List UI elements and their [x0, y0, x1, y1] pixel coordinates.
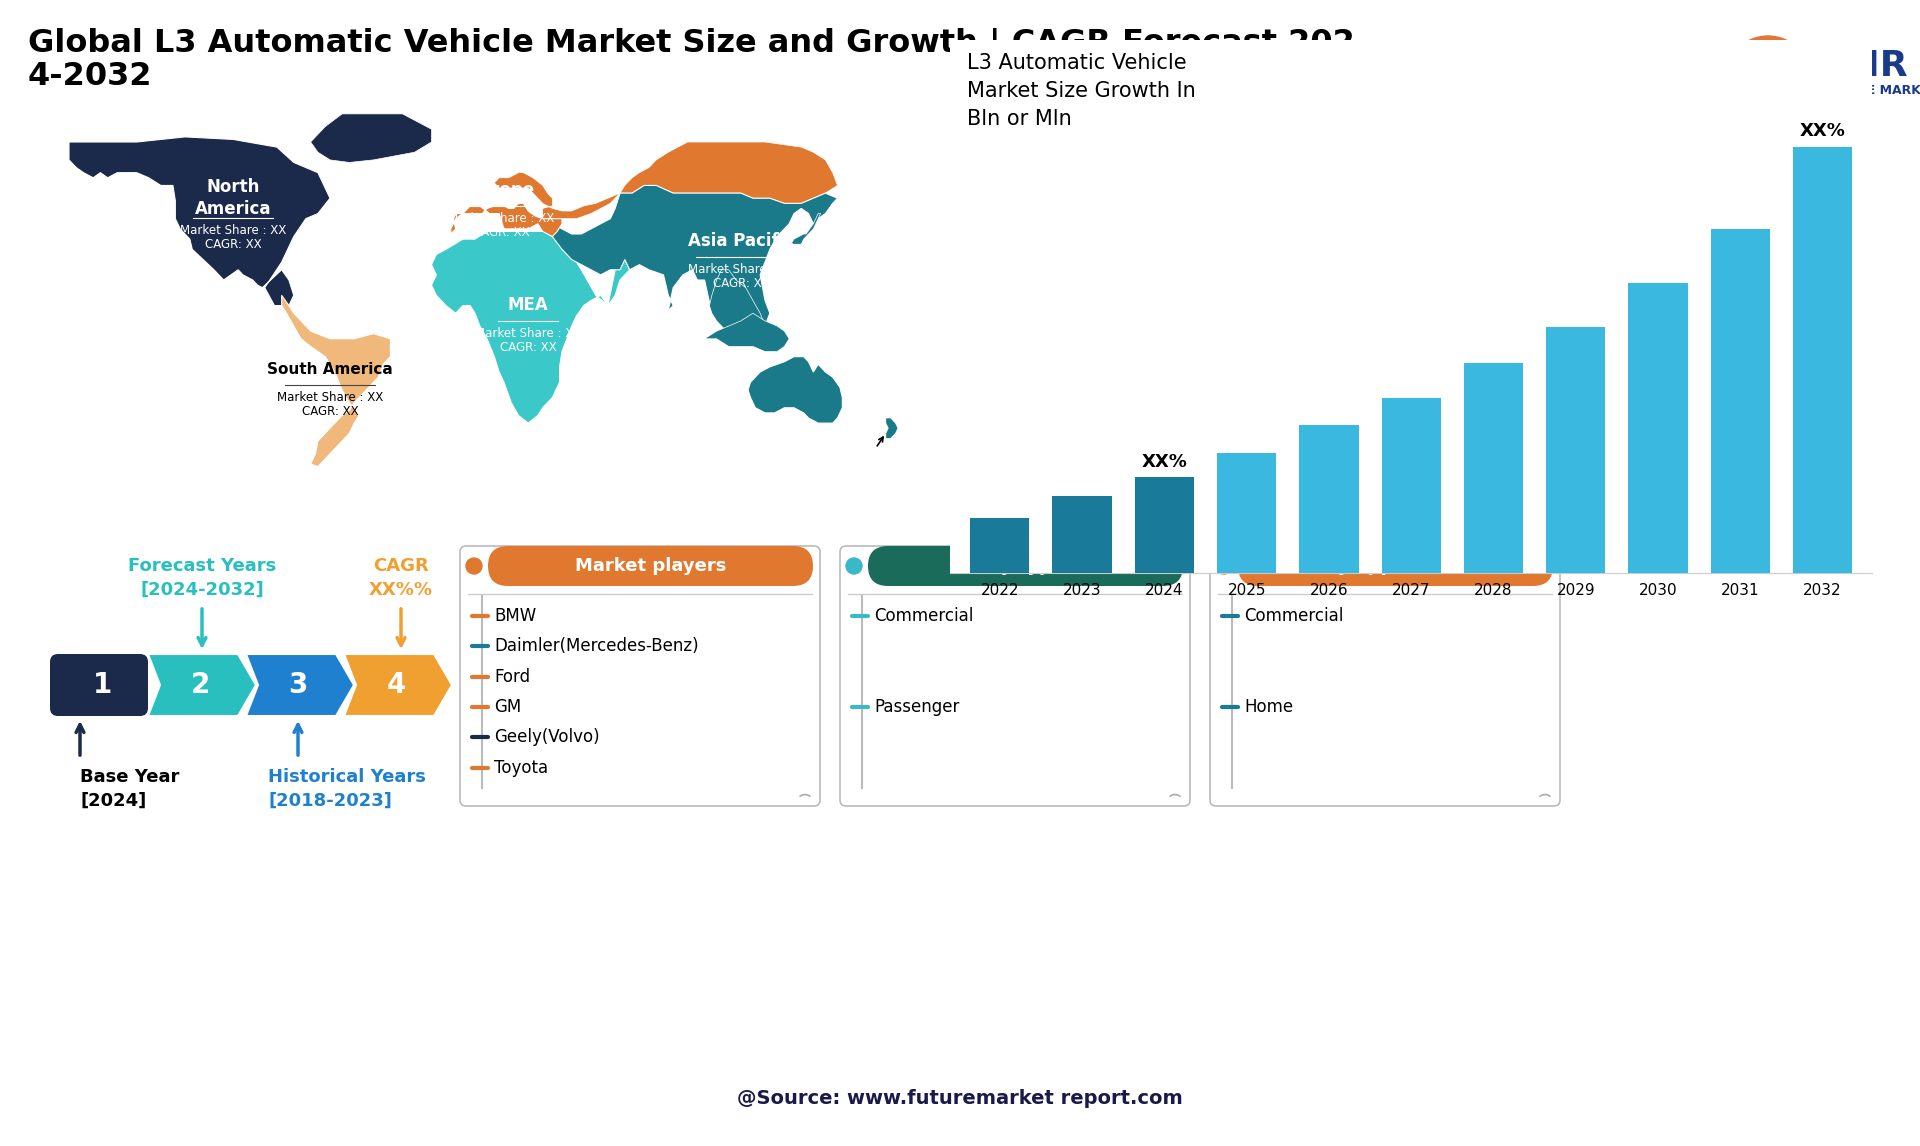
Text: 4-2032: 4-2032 — [29, 61, 152, 92]
FancyBboxPatch shape — [868, 545, 1183, 586]
Circle shape — [847, 558, 862, 574]
Text: FUTURE MARKET REPORT: FUTURE MARKET REPORT — [1820, 84, 1920, 96]
Text: CAGR: XX: CAGR: XX — [712, 277, 770, 290]
Polygon shape — [148, 654, 255, 716]
Polygon shape — [493, 142, 837, 219]
Polygon shape — [246, 654, 353, 716]
FancyBboxPatch shape — [1210, 545, 1559, 806]
Text: Ford: Ford — [493, 668, 530, 685]
Polygon shape — [553, 186, 837, 346]
Text: Passenger: Passenger — [874, 698, 960, 716]
FancyBboxPatch shape — [488, 545, 812, 586]
Polygon shape — [885, 418, 899, 439]
Text: Historical Years
[2018-2023]: Historical Years [2018-2023] — [269, 768, 426, 809]
Text: Market Share : XX: Market Share : XX — [447, 212, 555, 226]
Text: BMW: BMW — [493, 607, 536, 625]
Bar — [1382, 398, 1440, 573]
Text: North
America: North America — [196, 178, 271, 218]
Text: MEA: MEA — [507, 296, 549, 314]
Text: 1: 1 — [92, 672, 111, 699]
Text: Asia Pacific: Asia Pacific — [687, 233, 795, 250]
Circle shape — [467, 558, 482, 574]
Text: Global L3 Automatic Vehicle Market Size and Growth | CAGR Forecast 202: Global L3 Automatic Vehicle Market Size … — [29, 28, 1356, 60]
Bar — [1135, 478, 1194, 573]
Text: ⊙: ⊙ — [1755, 55, 1782, 88]
Bar — [970, 518, 1029, 573]
Polygon shape — [311, 113, 432, 163]
Text: CAGR: XX: CAGR: XX — [205, 238, 261, 251]
Text: CAGR: XX: CAGR: XX — [472, 226, 530, 240]
Text: 4: 4 — [386, 672, 405, 699]
Text: @Source: www.futuremarket report.com: @Source: www.futuremarket report.com — [737, 1089, 1183, 1107]
Circle shape — [463, 555, 486, 576]
Bar — [1628, 283, 1688, 573]
Bar — [1217, 453, 1277, 573]
Polygon shape — [282, 296, 390, 466]
FancyBboxPatch shape — [461, 545, 820, 806]
Bar — [1052, 496, 1112, 573]
Polygon shape — [344, 654, 451, 716]
Bar — [1463, 362, 1523, 573]
Text: L3 Automatic Vehicle
Market Size Growth In
Bln or Mln: L3 Automatic Vehicle Market Size Growth … — [968, 53, 1196, 128]
Text: FMR: FMR — [1820, 49, 1908, 83]
Bar — [1711, 229, 1770, 573]
Polygon shape — [705, 313, 789, 352]
Text: Commercial: Commercial — [1244, 607, 1344, 625]
Text: Home: Home — [1244, 698, 1294, 716]
Text: South America: South America — [267, 362, 394, 377]
Text: XX%: XX% — [1799, 123, 1845, 140]
Polygon shape — [708, 269, 764, 346]
FancyBboxPatch shape — [1238, 545, 1553, 586]
Circle shape — [1215, 558, 1233, 574]
Text: XX%: XX% — [1140, 453, 1187, 471]
Text: Market Share : XX: Market Share : XX — [180, 223, 286, 237]
Polygon shape — [749, 356, 843, 423]
Text: Forecast Years
[2024-2032]: Forecast Years [2024-2032] — [129, 557, 276, 599]
Polygon shape — [432, 231, 630, 423]
Text: Market Share : XX: Market Share : XX — [474, 328, 582, 340]
Bar — [1793, 147, 1853, 573]
Bar — [1546, 327, 1605, 573]
FancyBboxPatch shape — [50, 654, 148, 716]
Polygon shape — [69, 136, 330, 306]
Text: Daimler(Mercedes-Benz): Daimler(Mercedes-Benz) — [493, 637, 699, 656]
Text: Geely(Volvo): Geely(Volvo) — [493, 729, 599, 746]
Text: GM: GM — [493, 698, 520, 716]
Text: Europe: Europe — [468, 181, 534, 199]
Text: 2: 2 — [190, 672, 209, 699]
Text: Market Share : XX: Market Share : XX — [687, 264, 795, 276]
Text: Base Year
[2024]: Base Year [2024] — [81, 768, 179, 809]
Text: Toyota: Toyota — [493, 759, 547, 777]
Text: Market players: Market players — [574, 557, 726, 575]
Text: CAGR: XX: CAGR: XX — [301, 406, 359, 418]
Polygon shape — [451, 203, 563, 236]
Circle shape — [1726, 36, 1811, 120]
Circle shape — [1213, 555, 1235, 576]
Text: Market Share : XX: Market Share : XX — [276, 391, 384, 405]
Circle shape — [843, 555, 866, 576]
Text: 3: 3 — [288, 672, 307, 699]
Text: By application: By application — [1323, 557, 1467, 575]
FancyBboxPatch shape — [841, 545, 1190, 806]
Text: By type: By type — [987, 557, 1064, 575]
Text: Commercial: Commercial — [874, 607, 973, 625]
Text: CAGR: XX: CAGR: XX — [499, 342, 557, 354]
Bar — [1300, 425, 1359, 573]
Polygon shape — [789, 213, 820, 246]
Text: CAGR
XX%%: CAGR XX%% — [369, 557, 434, 599]
